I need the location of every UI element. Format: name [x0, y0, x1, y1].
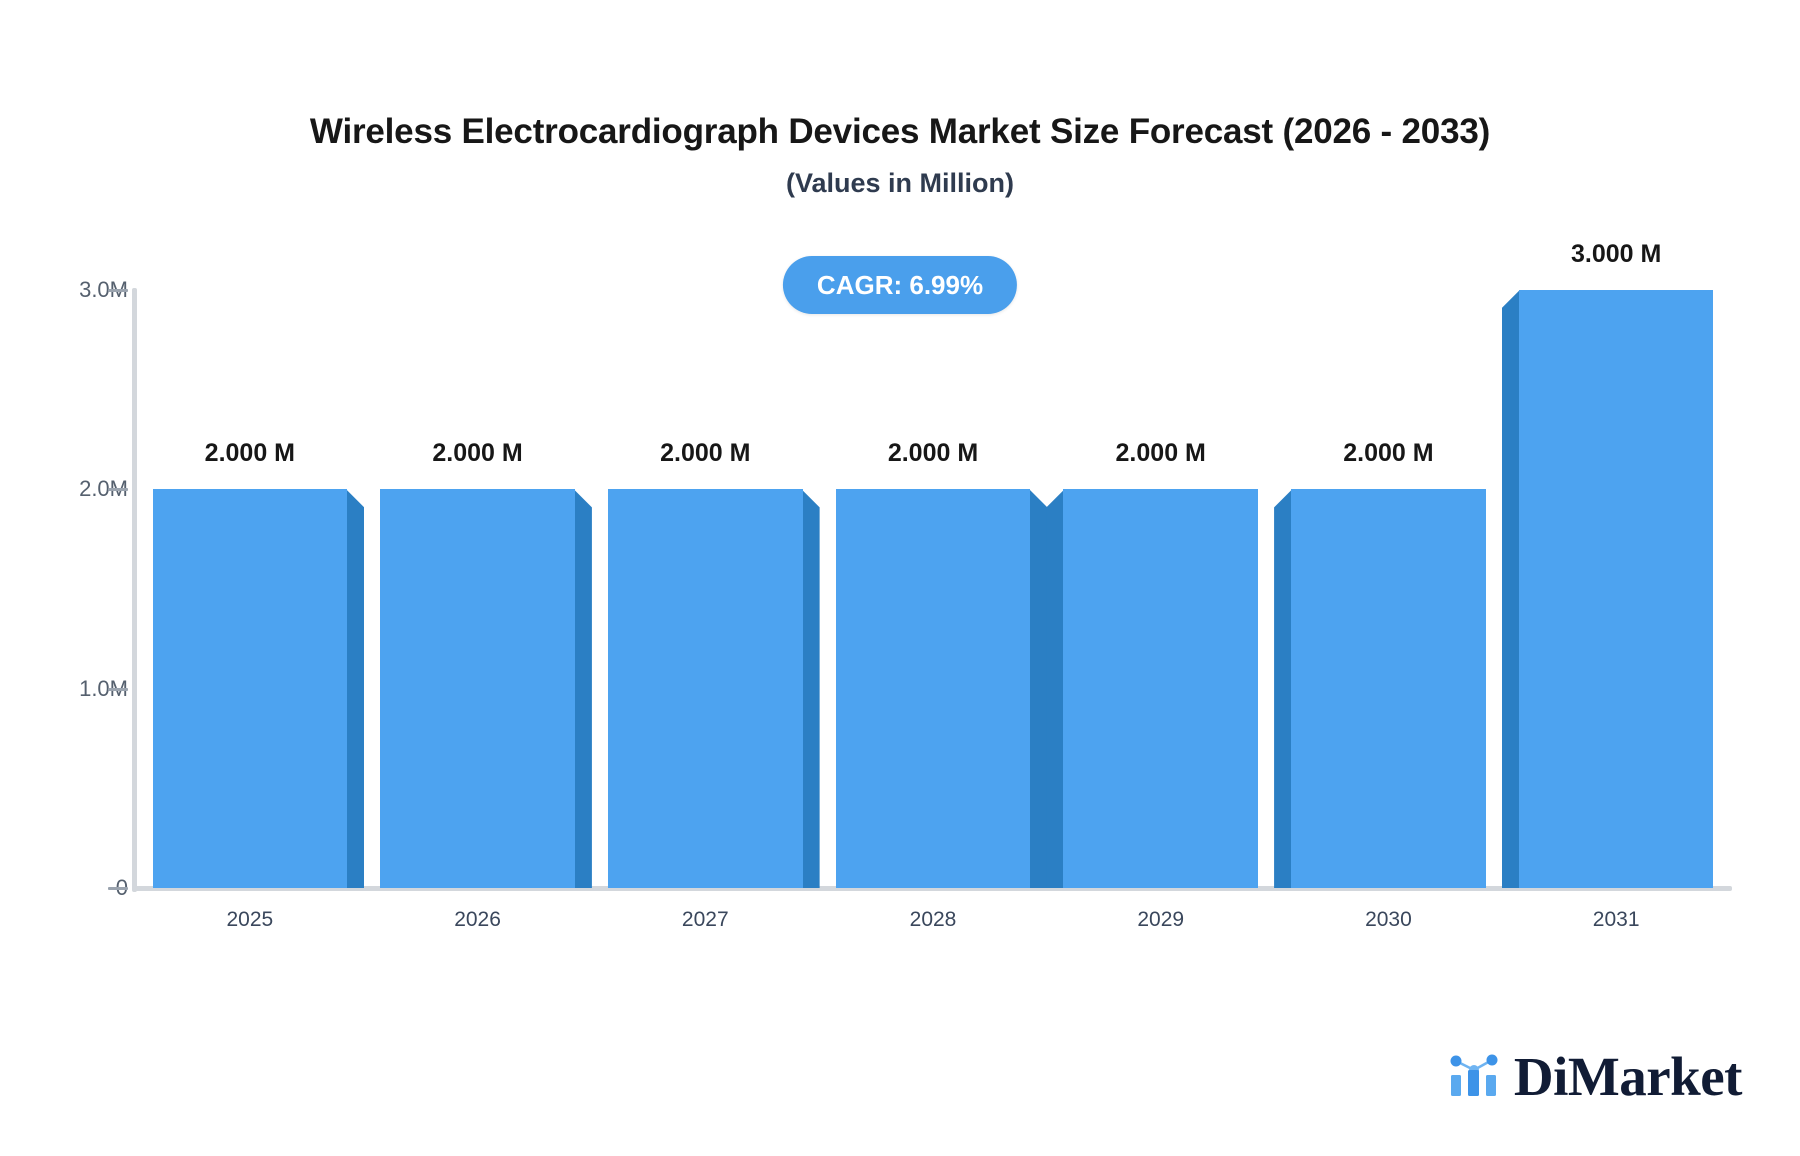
bar-value-label: 2.000 M — [660, 439, 751, 468]
bar-front-face — [1291, 489, 1486, 888]
bar — [380, 489, 592, 888]
y-axis-tick-mark — [108, 289, 128, 292]
cagr-badge: CAGR: 6.99% — [782, 256, 1018, 314]
chart-subtitle: (Values in Million) — [785, 168, 1015, 198]
bar-side-face — [1274, 489, 1293, 888]
bar-value-label: 3.000 M — [1570, 240, 1662, 268]
x-axis-tick-label: 2030 — [1365, 908, 1412, 931]
bar-front-face — [835, 489, 1031, 888]
bar-value-label: 2.000 M — [887, 439, 979, 468]
bar-side-face — [801, 489, 820, 888]
x-axis-line — [132, 886, 1732, 891]
bar-front-face — [380, 489, 575, 888]
bar-side-face — [1501, 290, 1520, 888]
bar — [835, 489, 1048, 888]
x-axis-tick-label: 2029 — [1137, 908, 1185, 931]
x-axis-tick-label: 2026 — [454, 908, 501, 931]
bar-value-label: 2.000 M — [1115, 439, 1206, 468]
bar-front-face — [1063, 489, 1259, 888]
x-axis-tick-label: 2028 — [909, 908, 957, 931]
brand-logo: DiMarket — [1448, 1046, 1743, 1107]
y-axis-tick-mark — [108, 687, 128, 691]
y-axis-line — [132, 288, 137, 892]
bar-value-label: 2.000 M — [432, 439, 523, 468]
bar-side-face — [346, 489, 365, 888]
bar-side-face — [1046, 489, 1065, 888]
x-axis-tick-label: 2025 — [226, 908, 274, 931]
bar — [1274, 489, 1486, 888]
bar-side-face — [1029, 489, 1048, 888]
bar-front-face — [607, 489, 803, 888]
bar — [607, 489, 820, 888]
logo-wordmark: DiMarket — [1513, 1046, 1743, 1107]
bar-side-face — [573, 489, 592, 888]
page-title: Wireless Electrocardiograph Devices Mark… — [309, 112, 1491, 151]
bar — [1046, 489, 1259, 888]
bar — [152, 489, 365, 888]
bar — [1501, 290, 1714, 888]
x-axis-tick-label: 2027 — [681, 908, 729, 931]
bar-value-label: 2.000 M — [204, 439, 296, 468]
bar-front-face — [152, 489, 348, 888]
bar-value-label: 2.000 M — [1343, 439, 1434, 468]
x-axis-tick-label: 2031 — [1592, 908, 1640, 931]
bar-chart-icon — [1448, 1050, 1500, 1103]
bar-front-face — [1518, 290, 1714, 888]
y-axis-tick-mark — [108, 488, 128, 492]
y-axis-tick-mark — [108, 887, 128, 890]
